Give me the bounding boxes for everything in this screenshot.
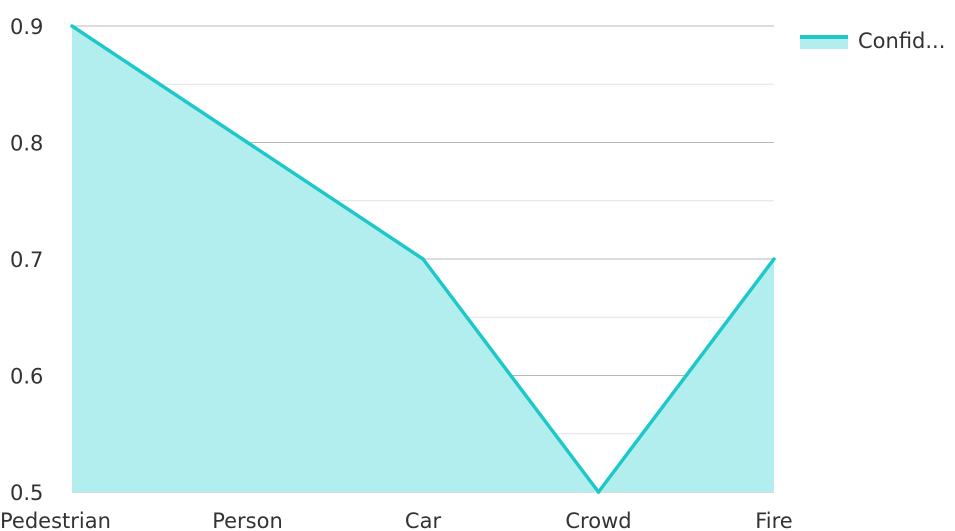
x-tick-label-car: Car bbox=[405, 509, 442, 531]
data-point-fire bbox=[772, 257, 776, 261]
legend[interactable]: Confid... bbox=[800, 29, 945, 53]
y-tick-label: 0.5 bbox=[10, 481, 43, 505]
data-point-person bbox=[245, 140, 250, 145]
x-tick-label-pedestrian: Pedestrian bbox=[0, 509, 111, 531]
y-axis-ticks: 0.5 0.6 0.7 0.8 0.9 bbox=[10, 15, 43, 505]
data-point-car bbox=[421, 257, 425, 261]
y-tick-label: 0.9 bbox=[10, 15, 43, 39]
y-tick-label: 0.6 bbox=[10, 365, 43, 389]
x-tick-label-person: Person bbox=[212, 509, 283, 531]
legend-label-series: Confid... bbox=[858, 29, 945, 53]
data-points bbox=[70, 24, 776, 494]
x-tick-label-crowd: Crowd bbox=[565, 509, 631, 531]
legend-swatch-fill bbox=[800, 36, 848, 49]
data-point-crowd bbox=[596, 490, 601, 494]
data-point-pedestrian bbox=[70, 24, 74, 28]
x-tick-label-fire: Fire bbox=[755, 509, 792, 531]
x-axis-ticks: Pedestrian Person Car Crowd Fire bbox=[0, 509, 793, 531]
y-tick-label: 0.7 bbox=[10, 248, 43, 272]
y-tick-label: 0.8 bbox=[10, 132, 43, 156]
